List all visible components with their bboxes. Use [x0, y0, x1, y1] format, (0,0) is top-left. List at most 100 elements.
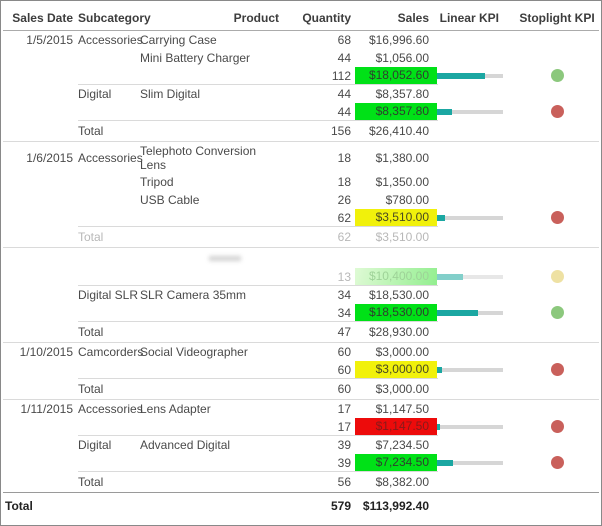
cell-quantity: 156 [330, 124, 351, 138]
linear-kpi-fill [437, 309, 478, 316]
cell-linear-kpi [437, 268, 515, 285]
cell-linear-kpi [437, 209, 515, 226]
cell-sales: $113,992.40 [355, 499, 437, 513]
cell-product: SLR Camera 35mm [140, 288, 247, 302]
cell-quantity: 56 [337, 475, 351, 489]
sales-value: $28,930.00 [368, 325, 429, 339]
linear-kpi-bar [437, 108, 503, 115]
subtotal-row: 44 $8,357.80 [3, 103, 599, 120]
cell-sales: $3,510.00 [355, 209, 437, 226]
kpi-highlight-cell-green: $18,530.00 [355, 304, 437, 321]
cell-sales: $780.00 [355, 193, 437, 207]
cell-sales: $7,234.50 [355, 454, 437, 471]
total-row: Total 156 $26,410.40 [3, 121, 599, 141]
cell-stoplight-kpi [515, 493, 599, 518]
linear-kpi-bar [437, 459, 503, 466]
sales-value: $3,510.00 [375, 230, 429, 244]
grand-total-divider [3, 492, 599, 493]
stoplight-indicator-red [550, 105, 564, 118]
detail-row: Digital Advanced Digital 39 $7,234.50 [3, 436, 599, 454]
cell-quantity: 579 [330, 498, 351, 513]
cell-linear-kpi [437, 322, 515, 342]
cell-linear-kpi [437, 343, 515, 361]
cell-linear-kpi [437, 227, 515, 247]
sales-value: $7,234.50 [375, 438, 429, 452]
linear-kpi-track [437, 274, 503, 279]
cell-product: Telephoto Conversion Lens [140, 143, 257, 172]
subcategory-divider [78, 226, 438, 227]
total-row: Total 56 $8,382.00 [3, 472, 599, 492]
cell-stoplight-kpi [515, 472, 599, 492]
total-row: Total 47 $28,930.00 [3, 322, 599, 342]
subtotal-row: 17 $1,147.50 [3, 418, 599, 435]
kpi-highlight-cell-red: $1,147.50 [355, 418, 437, 435]
cell-quantity: 18 [337, 175, 351, 189]
cell-stoplight-kpi [515, 322, 599, 342]
cell-sales-date: 1/10/2015 [19, 345, 73, 359]
blurred-content-smudge [209, 255, 241, 261]
cell-quantity: 44 [337, 51, 351, 65]
cell-quantity: 34 [337, 305, 351, 320]
subcategory-divider [78, 84, 438, 85]
subtotal-row: 60 $3,000.00 [3, 361, 599, 378]
linear-kpi-fill [437, 214, 445, 221]
cell-subcategory: Camcorders [78, 345, 144, 359]
sales-value: $16,996.60 [368, 33, 429, 47]
cell-sales: $28,930.00 [355, 325, 437, 339]
kpi-highlight-cell-gradient: $10,400.00 [355, 268, 437, 285]
cell-stoplight-kpi [515, 31, 599, 49]
detail-row: 1/11/2015 Accessories Lens Adapter 17 $1,147… [3, 400, 599, 418]
linear-kpi-fill [437, 108, 452, 115]
cell-sales: $1,056.00 [355, 51, 437, 65]
cell-quantity: 62 [337, 230, 351, 244]
cell-sales-date: 1/11/2015 [20, 402, 74, 416]
cell-sales: $3,000.00 [355, 382, 437, 396]
linear-kpi-track [437, 460, 503, 465]
cell-linear-kpi [437, 361, 515, 378]
linear-kpi-track [437, 109, 503, 114]
cell-subcategory: Total [78, 475, 104, 489]
kpi-highlight-cell-green: $8,357.80 [355, 103, 437, 120]
cell-linear-kpi [437, 85, 515, 103]
cell-product: Tripod [140, 175, 174, 189]
cell-quantity: 13 [337, 269, 351, 284]
sales-value: $1,147.50 [375, 402, 429, 416]
cell-stoplight-kpi [515, 209, 599, 226]
cell-quantity: 39 [337, 438, 351, 452]
cell-stoplight-kpi [515, 121, 599, 141]
grand-total-row: Total 579 $113,992.40 [3, 493, 599, 518]
cell-linear-kpi [437, 121, 515, 141]
cell-subcategory: Digital [78, 438, 112, 452]
cell-product: Slim Digital [140, 87, 201, 101]
cell-product: Advanced Digital [140, 438, 231, 452]
subcategory-divider [78, 435, 438, 436]
cell-sales: $1,380.00 [355, 151, 437, 165]
column-header-stoplight-kpi: Stoplight KPI [519, 11, 595, 25]
cell-stoplight-kpi [515, 304, 599, 321]
sales-value: $1,380.00 [375, 150, 429, 165]
cell-stoplight-kpi [515, 343, 599, 361]
cell-product: Lens Adapter [140, 402, 211, 416]
linear-kpi-fill [437, 459, 453, 466]
linear-kpi-fill [437, 423, 440, 430]
sales-value: $1,056.00 [375, 51, 429, 65]
subtotal-row: 62 $3,510.00 [3, 209, 599, 226]
cell-quantity: 68 [337, 33, 351, 47]
cell-stoplight-kpi [515, 85, 599, 103]
cell-sales: $16,996.60 [355, 33, 437, 47]
cell-quantity: 60 [337, 382, 351, 396]
stoplight-indicator-green [550, 69, 564, 82]
cell-sales: $26,410.40 [355, 124, 437, 138]
cell-quantity: 39 [337, 455, 351, 470]
header-divider [3, 30, 599, 31]
date-group-divider [3, 399, 599, 400]
cell-product: USB Cable [140, 193, 200, 207]
column-header-date: Sales Date [12, 11, 73, 25]
detail-row: 1/10/2015 Camcorders Social Videographer 60… [3, 343, 599, 361]
cell-subcategory: Accessories [78, 33, 143, 47]
cell-stoplight-kpi [515, 361, 599, 378]
subcategory-divider [78, 378, 438, 379]
cell-linear-kpi [437, 142, 515, 173]
linear-kpi-bar [437, 273, 503, 280]
cell-sales: $3,000.00 [355, 345, 437, 359]
